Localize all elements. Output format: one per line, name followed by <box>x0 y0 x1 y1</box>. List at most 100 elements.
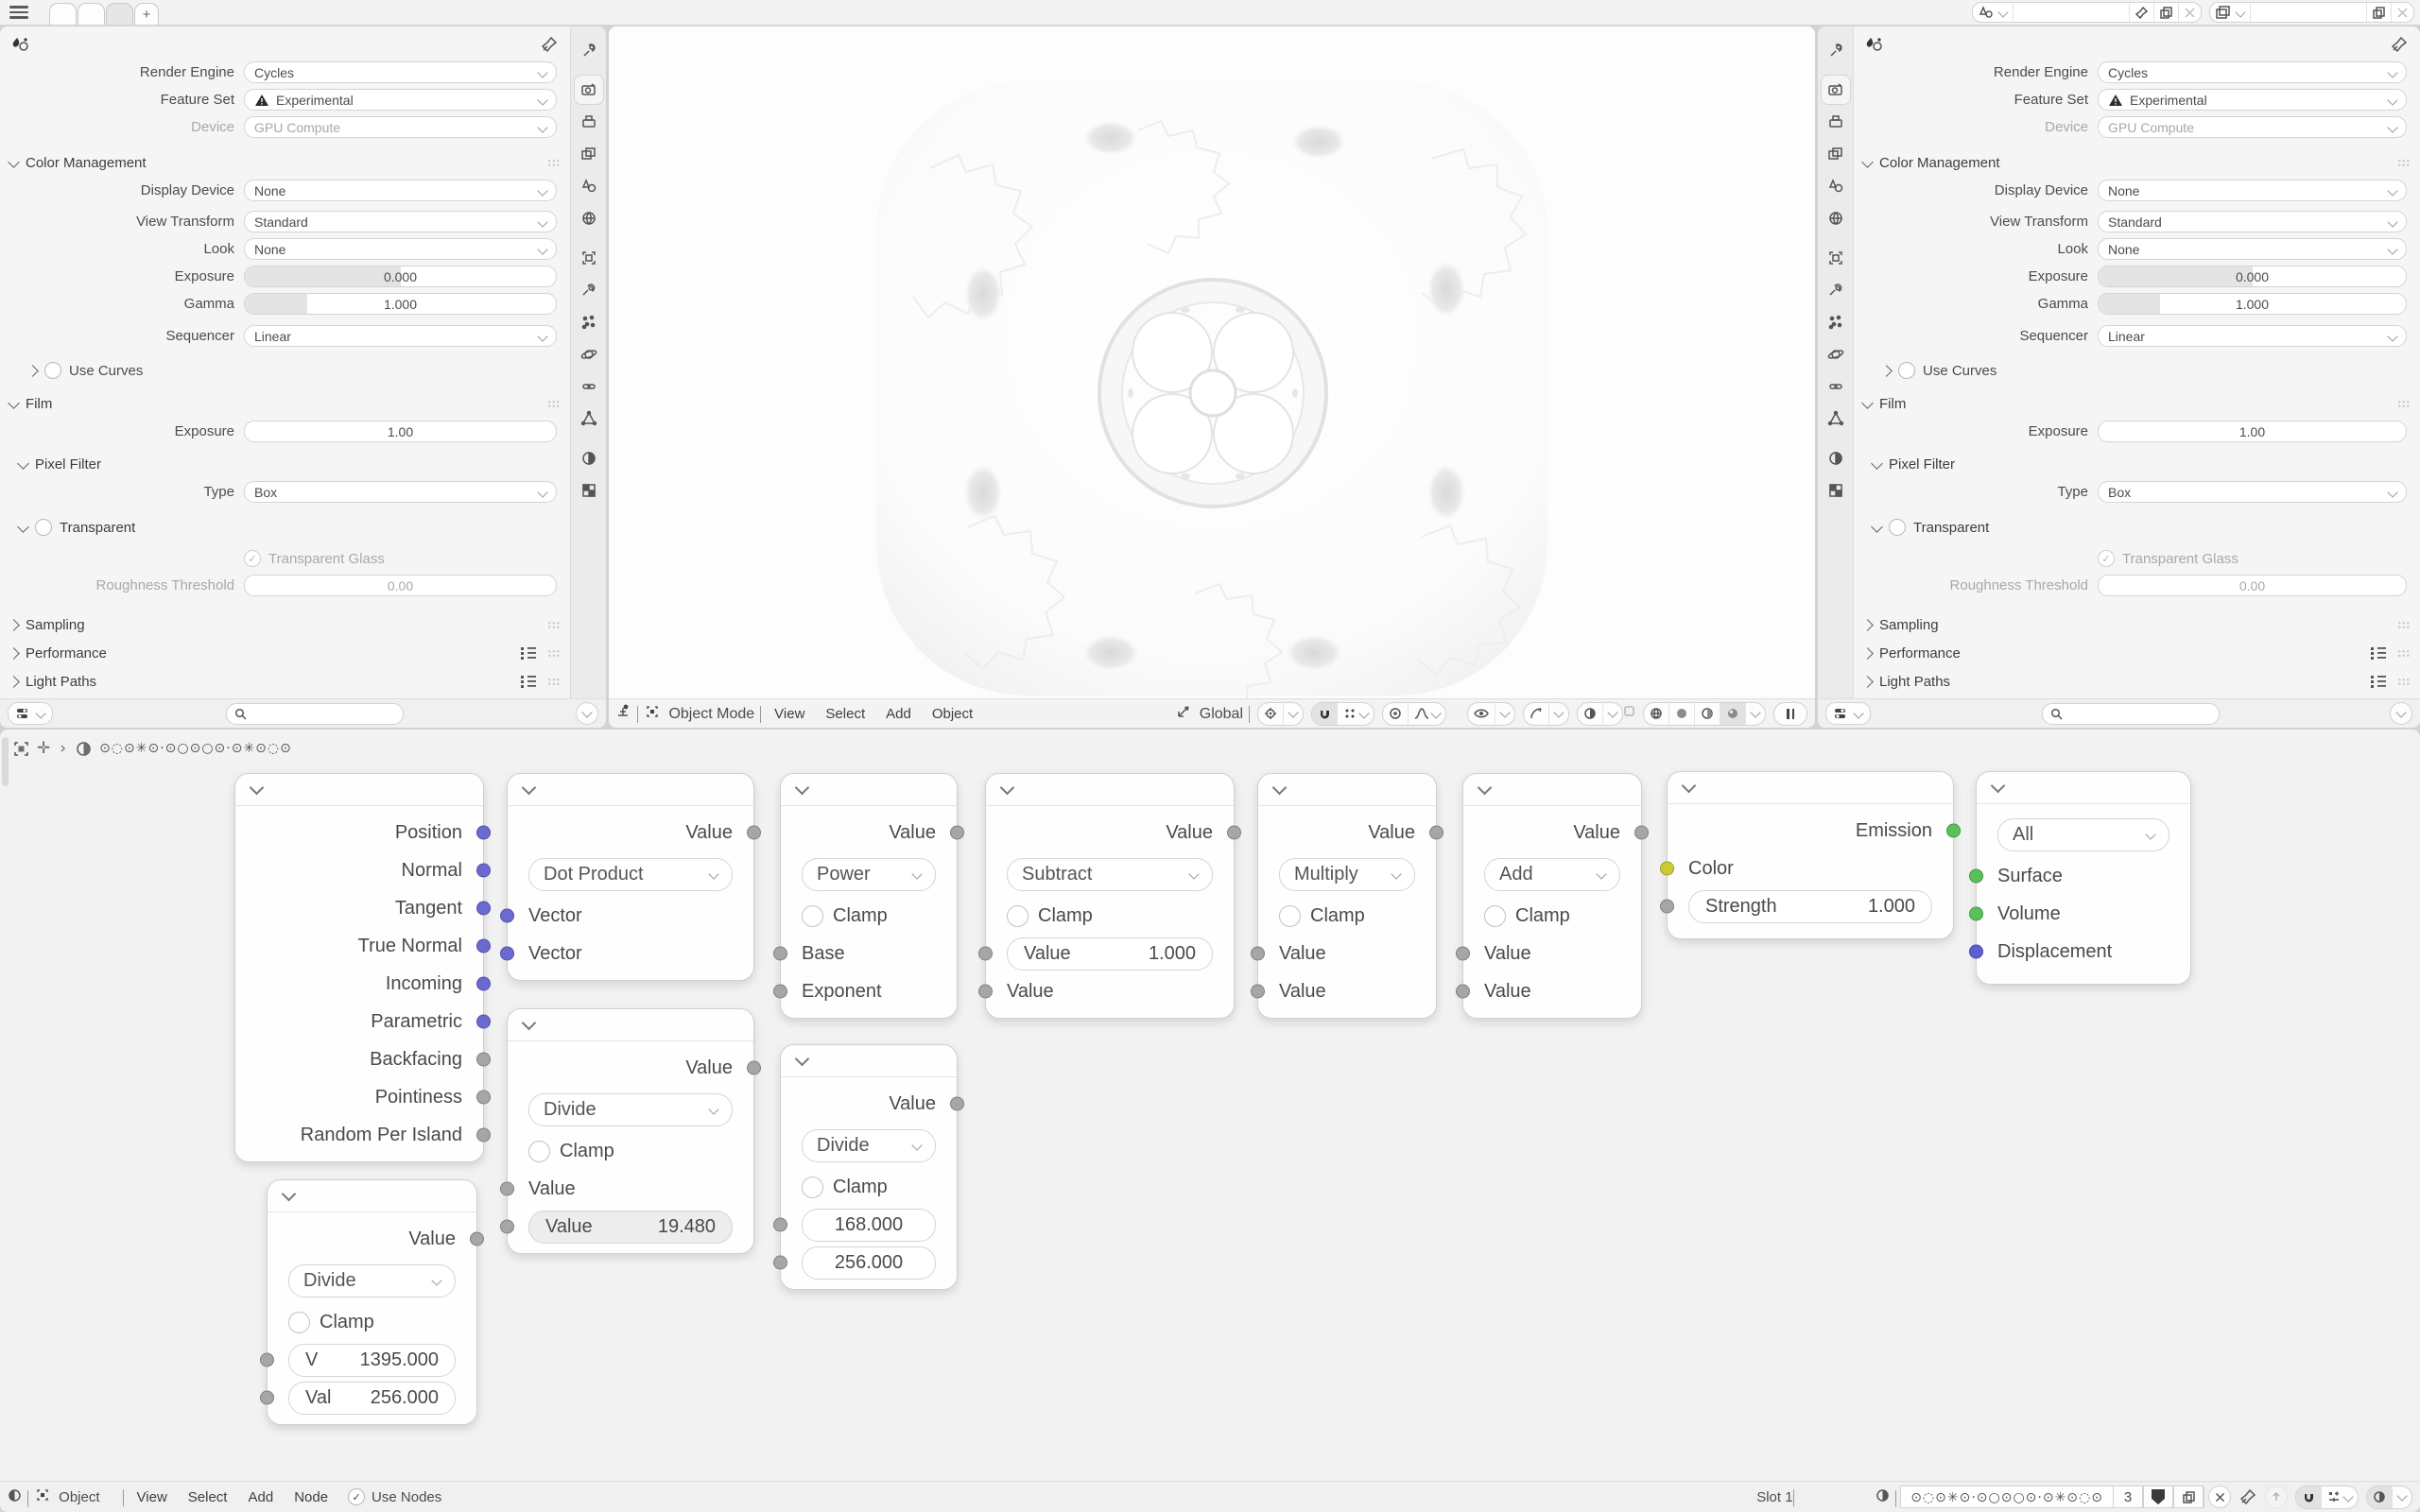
fake-user-shield-icon[interactable] <box>2143 1486 2173 1507</box>
socket-emission-out[interactable] <box>1946 823 1961 838</box>
tab-particles[interactable] <box>575 308 603 336</box>
menu-view[interactable]: View <box>136 1488 167 1505</box>
unlink-material-button[interactable] <box>2208 1486 2231 1508</box>
use-nodes-checkbox[interactable] <box>348 1488 366 1505</box>
socket-value-2[interactable] <box>773 1255 787 1270</box>
falloff-curve-icon[interactable] <box>1409 703 1445 725</box>
copy-material-icon[interactable] <box>2173 1486 2204 1507</box>
shading-material-icon[interactable] <box>1695 702 1720 725</box>
display-device-select[interactable]: None <box>2098 180 2407 201</box>
menu-hamburger-icon[interactable] <box>9 6 28 19</box>
clamp-checkbox[interactable] <box>1007 904 1028 927</box>
gamma-slider[interactable]: 1.000 <box>244 293 557 315</box>
add-workspace-tab-button[interactable]: + <box>134 3 159 25</box>
math-operation-select[interactable]: Divide <box>802 1128 936 1162</box>
socket-incoming[interactable] <box>476 976 491 991</box>
collapse-chevron-icon[interactable] <box>794 1051 810 1067</box>
workspace-tab-1[interactable] <box>49 3 77 25</box>
tab-object-data[interactable] <box>575 404 603 433</box>
socket-normal[interactable] <box>476 863 491 878</box>
socket-value-1[interactable] <box>260 1352 274 1367</box>
gamma-slider[interactable]: 1.000 <box>2098 293 2407 315</box>
math-operation-select[interactable]: Power <box>802 857 936 891</box>
socket-value-out[interactable] <box>1227 825 1241 840</box>
math-operation-select[interactable]: Multiply <box>1279 857 1415 891</box>
view-layer-copy-icon[interactable] <box>2367 3 2392 22</box>
scene-pin-icon[interactable] <box>2130 3 2154 22</box>
section-transparent[interactable]: Transparent <box>1854 513 2420 541</box>
socket-value-2[interactable] <box>1251 984 1265 999</box>
sequencer-select[interactable]: Linear <box>2098 325 2407 347</box>
properties-search-input[interactable] <box>225 702 404 725</box>
properties-options-button[interactable] <box>576 702 598 725</box>
menu-add[interactable]: Add <box>886 705 911 722</box>
pin-icon[interactable] <box>542 37 557 52</box>
socket-value-out[interactable] <box>747 1060 761 1075</box>
tab-physics[interactable] <box>1822 340 1850 369</box>
tab-tool[interactable] <box>1822 36 1850 64</box>
transparent-glass-checkbox[interactable] <box>2098 550 2115 567</box>
workspace-tab-3-active[interactable] <box>106 3 133 25</box>
socket-value-1[interactable] <box>500 1181 514 1196</box>
clamp-checkbox[interactable] <box>288 1311 310 1333</box>
tab-physics[interactable] <box>575 340 603 369</box>
tab-texture[interactable] <box>575 476 603 505</box>
tab-object-data[interactable] <box>1822 404 1850 433</box>
menu-view[interactable]: View <box>774 705 805 722</box>
socket-value-out[interactable] <box>747 825 761 840</box>
tab-view-layer[interactable] <box>575 140 603 168</box>
transform-orientation-select[interactable]: Global <box>1177 705 1250 723</box>
math-operation-select[interactable]: Subtract <box>1007 857 1213 891</box>
node-math-dot-product[interactable]: Value Dot Product Vector Vector <box>500 773 761 981</box>
menu-select[interactable]: Select <box>187 1488 228 1505</box>
transparent-glass-checkbox[interactable] <box>244 550 261 567</box>
transparent-checkbox[interactable] <box>35 519 52 536</box>
socket-value-1[interactable] <box>1251 946 1265 961</box>
socket-value-1[interactable] <box>978 946 993 961</box>
value-field[interactable]: Value 1.000 <box>1007 936 1213 971</box>
socket-strength[interactable] <box>1660 899 1674 914</box>
tab-material[interactable] <box>575 444 603 472</box>
properties-filter-button[interactable] <box>1825 702 1871 725</box>
section-light-paths[interactable]: Light Paths <box>1854 667 2420 696</box>
socket-value-out[interactable] <box>470 1231 484 1246</box>
socket-value-1[interactable] <box>1456 946 1470 961</box>
node-math-subtract[interactable]: Value Subtract Clamp Value 1.000 Value <box>978 773 1241 1019</box>
clamp-checkbox[interactable] <box>1484 904 1506 927</box>
socket-vector-2[interactable] <box>500 946 514 961</box>
shading-wireframe-icon[interactable] <box>1644 702 1669 725</box>
display-device-select[interactable]: None <box>244 180 557 201</box>
tab-world[interactable] <box>575 204 603 232</box>
value-field[interactable]: 256.000 <box>802 1246 936 1280</box>
tab-constraints[interactable] <box>1822 372 1850 401</box>
properties-options-button[interactable] <box>2390 702 2412 725</box>
collapse-chevron-icon[interactable] <box>249 780 265 796</box>
tab-object[interactable] <box>1822 244 1850 272</box>
menu-select[interactable]: Select <box>825 705 866 722</box>
view-transform-select[interactable]: Standard <box>2098 211 2407 232</box>
socket-random-per-island[interactable] <box>476 1127 491 1143</box>
pixel-filter-type-select[interactable]: Box <box>2098 481 2407 503</box>
socket-tangent[interactable] <box>476 901 491 916</box>
socket-vector-1[interactable] <box>500 908 514 923</box>
menu-add[interactable]: Add <box>248 1488 274 1505</box>
render-engine-select[interactable]: Cycles <box>244 61 557 83</box>
socket-volume[interactable] <box>1969 906 1983 921</box>
socket-base[interactable] <box>773 946 787 961</box>
look-select[interactable]: None <box>2098 238 2407 260</box>
math-operation-select[interactable]: Add <box>1484 857 1620 891</box>
scene-copy-icon[interactable] <box>2154 3 2179 22</box>
node-emission[interactable]: Emission Color Strength 1.000 <box>1660 771 1961 939</box>
node-material-output[interactable]: All Surface Volume Displacement <box>1969 771 2191 985</box>
socket-color[interactable] <box>1660 861 1674 876</box>
film-exposure-field[interactable]: 1.00 <box>244 421 557 442</box>
overlays-icon[interactable] <box>1578 702 1603 725</box>
gizmo-icon[interactable] <box>1524 702 1549 725</box>
menu-object[interactable]: Object <box>931 705 974 722</box>
collapse-chevron-icon[interactable] <box>1681 778 1697 794</box>
snap-mode-icon[interactable] <box>1338 703 1374 725</box>
clamp-checkbox[interactable] <box>528 1140 550 1162</box>
value-field[interactable]: Value 19.480 <box>528 1210 733 1244</box>
tab-material[interactable] <box>1822 444 1850 472</box>
section-color-management[interactable]: Color Management <box>1854 148 2420 177</box>
